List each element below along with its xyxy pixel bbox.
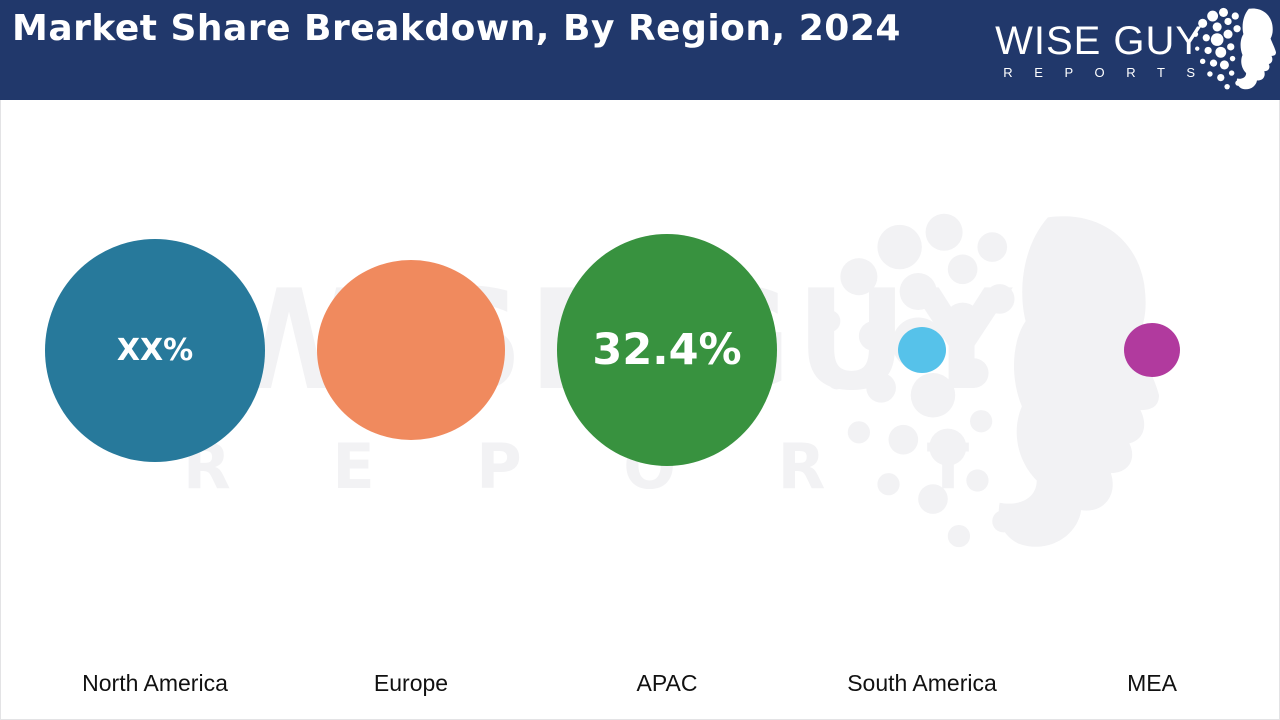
bubble-group-europe: Europe [301,100,521,719]
bubble-zone [1042,100,1262,600]
logo-text: WISE GUY R E P O R T S [994,21,1204,80]
bubble-zone [812,100,1032,600]
bubble-zone: XX% [45,100,265,600]
bubble-group-mea: MEA [1042,100,1262,719]
bubble-chart: WISE GUY R E P O R T S XX% North America… [0,100,1280,720]
category-label-south-america: South America [847,670,997,696]
bubble-group-north-america: XX% North America [45,100,265,719]
category-label-apac: APAC [636,670,698,696]
wise-guy-logo: WISE GUY R E P O R T S [994,0,1280,100]
category-label-mea: MEA [1127,670,1177,696]
category-label-europe: Europe [373,670,449,696]
bubble-zone: 32.4% [557,100,777,600]
header: Market Share Breakdown, By Region, 2024 … [0,0,1280,100]
bubble-circle-europe [317,260,505,440]
logo-subtitle: R E P O R T S [1003,64,1204,80]
bubble-group-apac: 32.4% APAC [557,100,777,719]
page-title: Market Share Breakdown, By Region, 2024 [12,8,901,49]
bubble-value-label: 32.4% [592,325,742,375]
bubble-value-label: XX% [116,332,194,368]
category-label-north-america: North America [82,670,228,696]
bubble-circle-south-america [898,327,946,373]
logo-wordmark: WISE GUY [995,18,1204,63]
bubble-circle-north-america: XX% [45,238,265,462]
bubble-group-south-america: South America [812,100,1032,719]
bubble-circle-mea [1124,323,1180,377]
bubble-zone [301,100,521,600]
bubble-circle-apac: 32.4% [557,234,777,466]
